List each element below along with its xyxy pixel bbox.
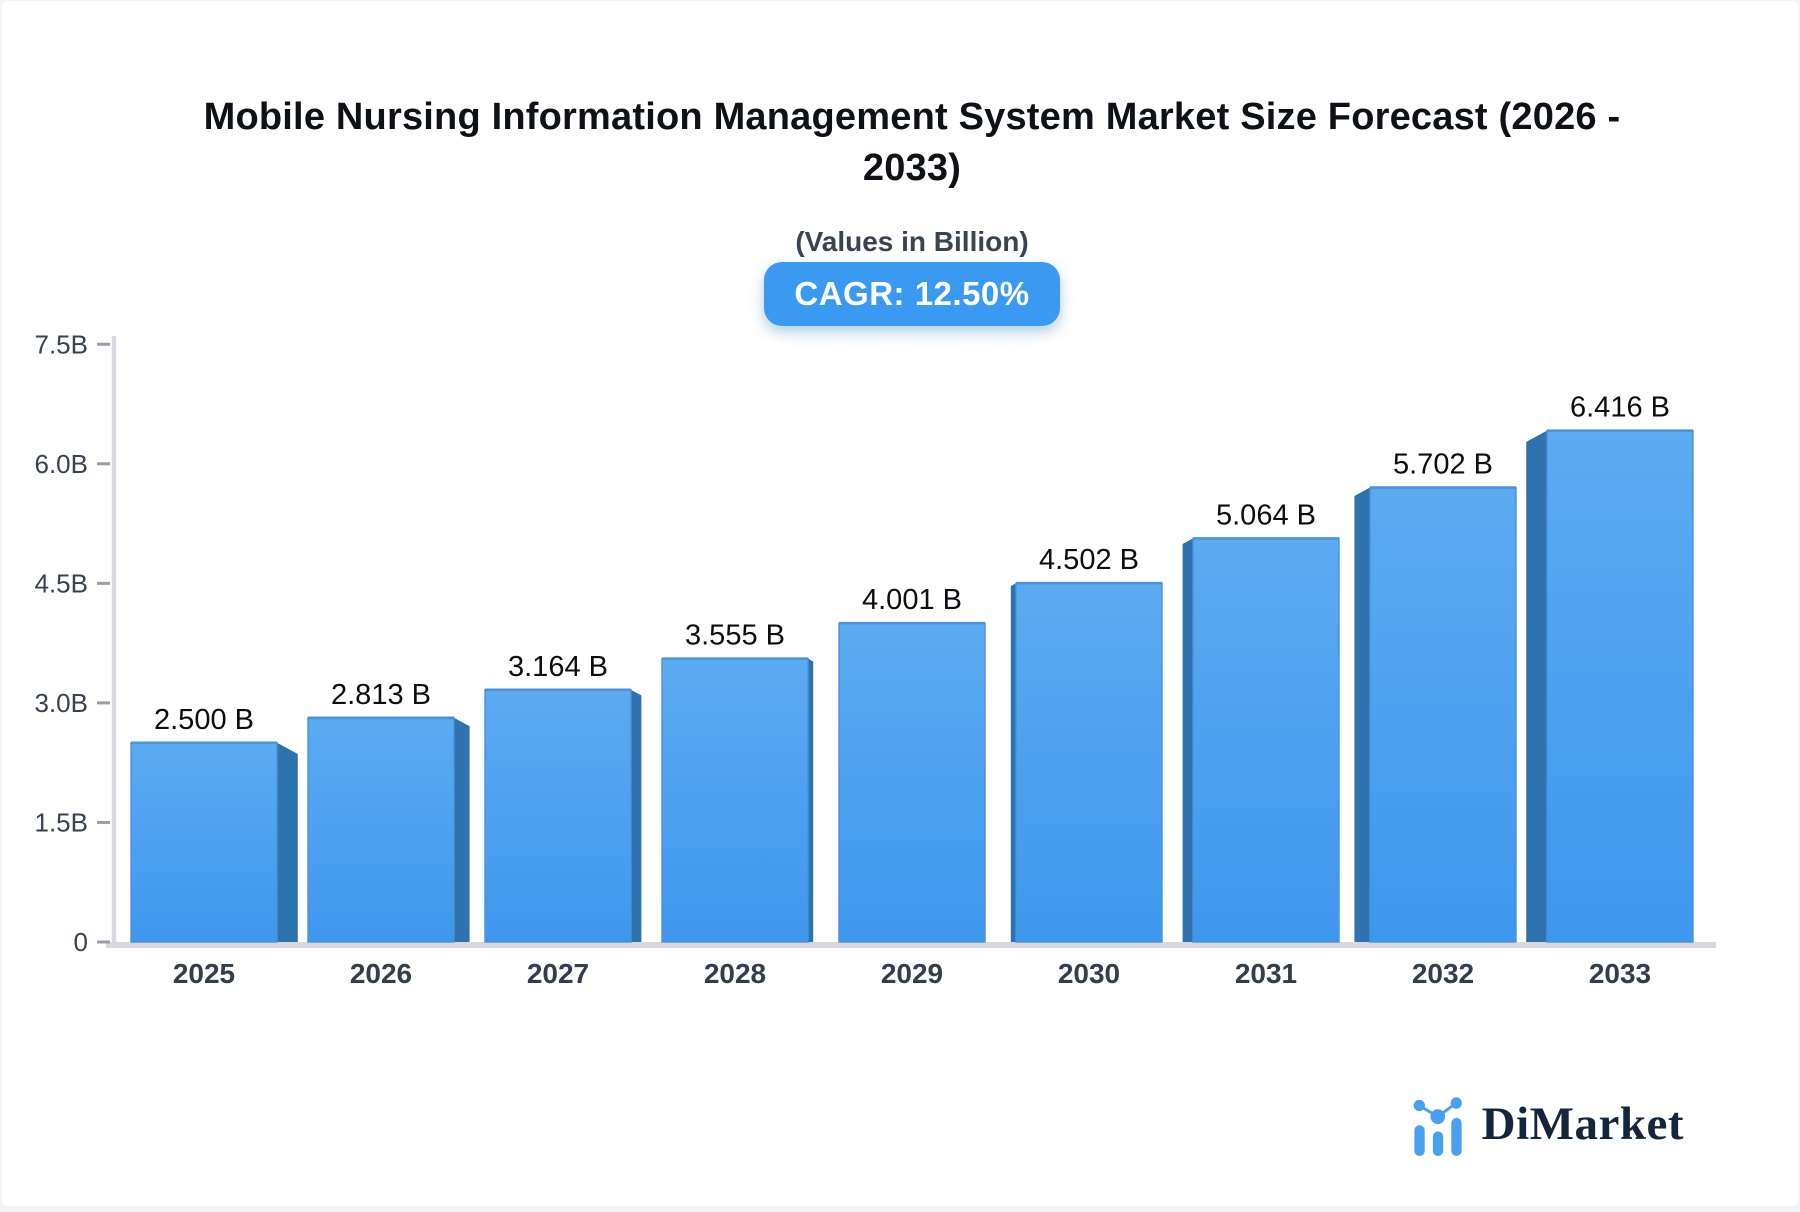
value-label: 4.001 B (862, 584, 962, 616)
badge-row: CAGR: 12.50% (132, 262, 1692, 326)
bar-face (484, 689, 632, 943)
bar-group-2030: 4.502 B 2030 (1010, 544, 1163, 989)
bar-group-2032: 5.702 B 2032 (1354, 449, 1517, 989)
y-tick-label: 0 (74, 927, 88, 957)
dimarket-logo: DiMarket (1410, 1092, 1684, 1156)
bar-face (661, 657, 809, 943)
bar-face (1369, 486, 1517, 943)
year-label: 2025 (173, 958, 235, 989)
page-title: Mobile Nursing Information Management Sy… (132, 92, 1692, 195)
bar-3d-side (1182, 538, 1193, 942)
year-label: 2033 (1589, 958, 1651, 989)
y-tick-label: 4.5B (35, 568, 89, 598)
cagr-badge: CAGR: 12.50% (764, 262, 1060, 326)
bar-group-2031: 5.064 B 2031 (1182, 499, 1340, 989)
value-label: 2.813 B (331, 679, 431, 711)
bar-face (1192, 537, 1340, 943)
bar-group-2025: 2.500 B 2025 (130, 704, 298, 989)
bar-face (307, 717, 455, 943)
year-label: 2026 (350, 958, 412, 989)
value-label: 5.064 B (1216, 499, 1316, 531)
logo-bar-chart-icon (1413, 1097, 1462, 1156)
page-title-line2: 2033) (862, 147, 962, 190)
bar-face (1546, 429, 1694, 943)
y-tick-label: 7.5B (35, 329, 89, 359)
year-label: 2031 (1235, 958, 1297, 989)
bar-3d-side (808, 658, 814, 942)
bar-face (838, 622, 986, 943)
bar-group-2029: 4.001 B 2029 (838, 584, 986, 989)
year-label: 2030 (1058, 958, 1120, 989)
bar-group-2033: 6.416 B 2033 (1526, 392, 1694, 989)
year-label: 2032 (1412, 958, 1474, 989)
year-label: 2029 (881, 958, 943, 989)
bar-group-2028: 3.555 B 2028 (661, 620, 814, 989)
page-title-line1: Mobile Nursing Information Management Sy… (203, 96, 1621, 138)
y-tick-label: 3.0B (35, 688, 89, 718)
value-label: 6.416 B (1570, 392, 1670, 424)
bar-3d-side (1526, 430, 1547, 942)
y-tick-label: 1.5B (35, 807, 89, 837)
bar-3d-side (1354, 487, 1370, 942)
bar-group-2026: 2.813 B 2026 (307, 679, 470, 989)
y-tick-label: 6.0B (35, 449, 89, 479)
chart-subtitle: (Values in Billion) (795, 226, 1029, 257)
bar-3d-side (631, 689, 642, 942)
year-label: 2027 (527, 958, 589, 989)
bar-3d-side (277, 742, 298, 942)
bar-face (130, 742, 278, 943)
logo-text: DiMarket (1481, 1098, 1684, 1150)
value-label: 3.164 B (508, 651, 608, 683)
bar-3d-side (454, 717, 470, 942)
bar-face (1015, 582, 1163, 943)
value-label: 4.502 B (1039, 544, 1139, 576)
value-label: 2.500 B (154, 704, 254, 736)
bar-group-2027: 3.164 B 2027 (484, 651, 642, 989)
value-label: 3.555 B (685, 620, 785, 652)
year-label: 2028 (704, 958, 766, 989)
bar-3d-side (1010, 583, 1016, 942)
value-label: 5.702 B (1393, 449, 1493, 481)
